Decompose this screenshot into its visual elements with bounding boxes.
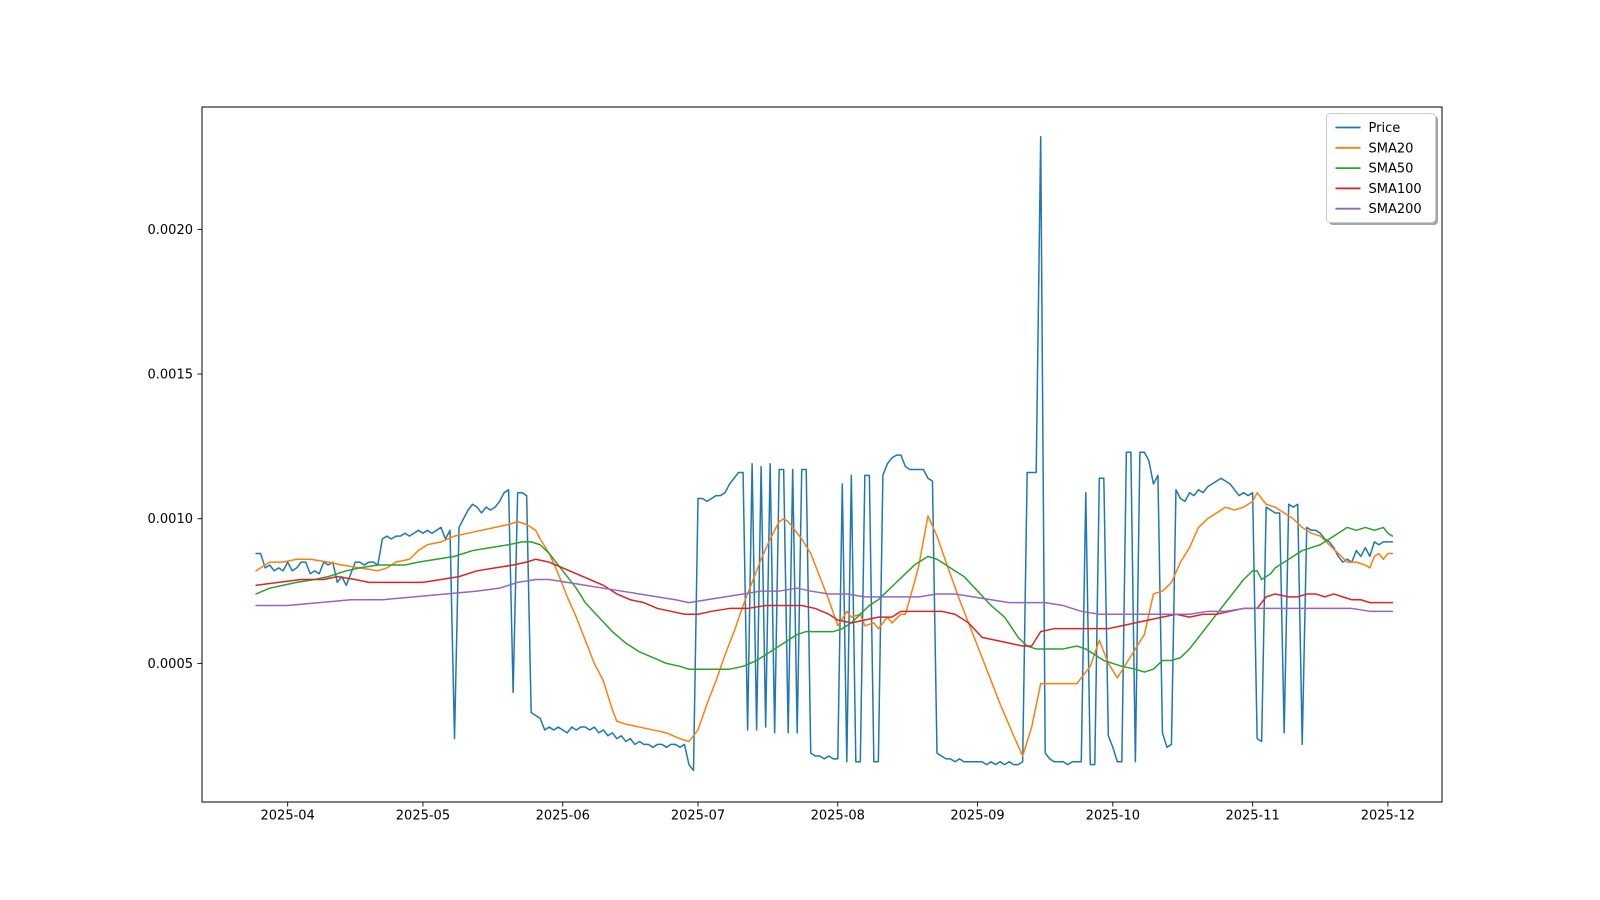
x-axis-tick-label: 2025-09 <box>950 809 1004 824</box>
legend-item-sma50: SMA50 <box>1335 162 1414 177</box>
series-line-sma200 <box>255 578 1394 615</box>
x-axis-tick-label: 2025-07 <box>671 809 725 824</box>
series-line-sma50 <box>255 526 1394 673</box>
series-line-sma100 <box>255 558 1394 647</box>
series-line-price <box>255 136 1394 772</box>
x-axis-tick-label: 2025-08 <box>811 809 865 824</box>
x-axis-tick-label: 2025-05 <box>396 809 450 824</box>
plot-border <box>201 106 1443 803</box>
x-axis-tick-label: 2025-04 <box>261 809 315 824</box>
plot-series <box>255 136 1394 772</box>
y-axis: 0.0005 0.0010 0.0015 0.0020 <box>148 223 202 672</box>
legend-item-sma20: SMA20 <box>1335 141 1414 156</box>
legend: Price SMA20 SMA50 SMA100 SMA200 <box>1326 113 1438 225</box>
x-axis-tick-label: 2025-12 <box>1361 809 1415 824</box>
legend-item-label: SMA50 <box>1369 162 1414 177</box>
y-axis-tick-label: 0.0010 <box>148 512 194 527</box>
x-axis-tick-label: 2025-06 <box>536 809 590 824</box>
x-axis-tick-label: 2025-11 <box>1225 809 1279 824</box>
legend-item-price: Price <box>1335 121 1401 136</box>
legend-item-label: SMA100 <box>1369 182 1422 197</box>
legend-item-label: SMA200 <box>1369 202 1422 217</box>
y-axis-tick-label: 0.0020 <box>148 223 194 238</box>
x-axis: 2025-04 2025-05 2025-06 2025-07 2025-08 2025-… <box>261 802 1415 824</box>
y-axis-tick-label: 0.0005 <box>148 657 194 672</box>
y-axis-tick-label: 0.0015 <box>148 368 194 383</box>
legend-item-label: SMA20 <box>1369 141 1414 156</box>
legend-box <box>1326 113 1436 223</box>
legend-item-sma200: SMA200 <box>1335 202 1422 217</box>
legend-item-label: Price <box>1369 121 1401 136</box>
x-axis-tick-label: 2025-10 <box>1086 809 1140 824</box>
legend-item-sma100: SMA100 <box>1335 182 1422 197</box>
